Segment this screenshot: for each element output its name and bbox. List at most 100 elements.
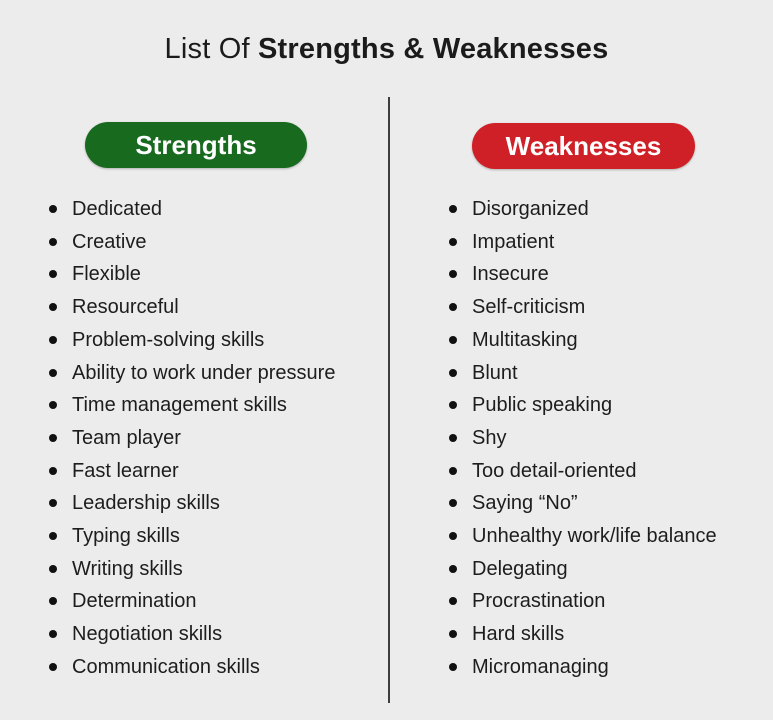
list-item-label: Flexible <box>72 263 141 286</box>
list-item: Negotiation skills <box>49 622 384 646</box>
list-item-label: Fast learner <box>72 459 179 482</box>
list-item: Communication skills <box>49 655 384 679</box>
bullet-icon <box>49 597 57 606</box>
title-weaknesses-word: Weaknesses <box>432 33 609 65</box>
list-item: Problem-solving skills <box>49 328 384 352</box>
list-item-label: Team player <box>72 426 181 449</box>
bullet-icon <box>49 335 57 344</box>
list-item-label: Multitasking <box>472 328 578 351</box>
bullet-icon <box>449 335 457 344</box>
list-item: Ability to work under pressure <box>49 361 384 385</box>
bullet-icon <box>49 433 57 442</box>
list-item-label: Blunt <box>472 361 518 384</box>
list-item-label: Leadership skills <box>72 492 220 515</box>
bullet-icon <box>49 630 57 639</box>
list-item: Insecure <box>449 262 773 286</box>
list-item-label: Self-criticism <box>472 296 586 319</box>
list-item-label: Impatient <box>472 230 555 253</box>
bullet-icon <box>449 368 457 377</box>
bullet-icon <box>49 237 57 246</box>
weaknesses-list: Disorganized Impatient Insecure Self-critic… <box>449 197 773 679</box>
page-title: List Of Strengths & Weaknesses <box>0 33 773 66</box>
list-item-label: Time management skills <box>72 394 287 417</box>
column-divider <box>388 97 390 703</box>
list-item-label: Disorganized <box>472 198 589 220</box>
list-item-label: Typing skills <box>72 525 180 548</box>
list-item: Typing skills <box>49 524 384 548</box>
list-item: Determination <box>49 589 384 613</box>
title-prefix: List Of <box>164 33 259 65</box>
bullet-icon <box>49 662 57 671</box>
list-item-label: Micromanaging <box>472 655 609 678</box>
title-strengths-word: Strengths <box>258 33 396 65</box>
list-item: Procrastination <box>449 589 773 613</box>
list-item-label: Dedicated <box>72 198 163 220</box>
bullet-icon <box>449 433 457 442</box>
list-item: Hard skills <box>449 622 773 646</box>
bullet-icon <box>449 303 457 312</box>
bullet-icon <box>49 466 57 475</box>
list-item: Delegating <box>449 557 773 581</box>
list-item-label: Saying “No” <box>472 492 578 515</box>
bullet-icon <box>449 401 457 410</box>
list-item-label: Negotiation skills <box>72 623 223 646</box>
list-item: Multitasking <box>449 328 773 352</box>
bullet-icon <box>449 630 457 639</box>
bullet-icon <box>449 466 457 475</box>
list-item-label: Problem-solving skills <box>72 328 265 351</box>
bullet-icon <box>49 270 57 279</box>
bullet-icon <box>449 205 457 213</box>
list-item: Blunt <box>449 361 773 385</box>
list-item: Micromanaging <box>449 655 773 679</box>
list-item-label: Shy <box>472 426 507 449</box>
weaknesses-header-pill: Weaknesses <box>472 123 695 169</box>
list-item-label: Resourceful <box>72 296 179 319</box>
list-item: Dedicated <box>49 197 384 221</box>
list-item: Disorganized <box>449 197 773 221</box>
list-item-label: Determination <box>72 590 197 613</box>
list-item: Too detail-oriented <box>449 459 773 483</box>
strengths-header-pill: Strengths <box>85 122 307 168</box>
bullet-icon <box>449 662 457 671</box>
list-item: Unhealthy work/life balance <box>449 524 773 548</box>
list-item-label: Insecure <box>472 263 549 286</box>
list-item: Self-criticism <box>449 295 773 319</box>
list-item-label: Writing skills <box>72 557 183 580</box>
bullet-icon <box>449 597 457 606</box>
bullet-icon <box>49 368 57 377</box>
list-item: Team player <box>49 426 384 450</box>
bullet-icon <box>49 532 57 541</box>
bullet-icon <box>449 270 457 279</box>
list-item-label: Hard skills <box>472 623 565 646</box>
bullet-icon <box>449 499 457 508</box>
list-item: Flexible <box>49 262 384 286</box>
list-item: Resourceful <box>49 295 384 319</box>
bullet-icon <box>49 205 57 213</box>
list-item: Saying “No” <box>449 491 773 515</box>
list-item: Writing skills <box>49 557 384 581</box>
bullet-icon <box>49 401 57 410</box>
list-item-label: Communication skills <box>72 655 260 678</box>
list-item: Shy <box>449 426 773 450</box>
bullet-icon <box>449 532 457 541</box>
bullet-icon <box>449 237 457 246</box>
bullet-icon <box>449 564 457 573</box>
list-item-label: Procrastination <box>472 590 606 613</box>
strengths-list: Dedicated Creative Flexible Resourceful Prob… <box>49 197 384 679</box>
list-item-label: Unhealthy work/life balance <box>472 525 717 548</box>
list-item: Public speaking <box>449 393 773 417</box>
list-item: Time management skills <box>49 393 384 417</box>
list-item-label: Public speaking <box>472 394 613 417</box>
list-item: Fast learner <box>49 459 384 483</box>
bullet-icon <box>49 303 57 312</box>
list-item-label: Ability to work under pressure <box>72 361 336 384</box>
list-item-label: Creative <box>72 230 147 253</box>
list-item: Impatient <box>449 230 773 254</box>
list-item: Creative <box>49 230 384 254</box>
list-item-label: Delegating <box>472 557 568 580</box>
bullet-icon <box>49 499 57 508</box>
title-ampersand: & <box>395 33 433 65</box>
list-item-label: Too detail-oriented <box>472 459 637 482</box>
list-item: Leadership skills <box>49 491 384 515</box>
bullet-icon <box>49 564 57 573</box>
